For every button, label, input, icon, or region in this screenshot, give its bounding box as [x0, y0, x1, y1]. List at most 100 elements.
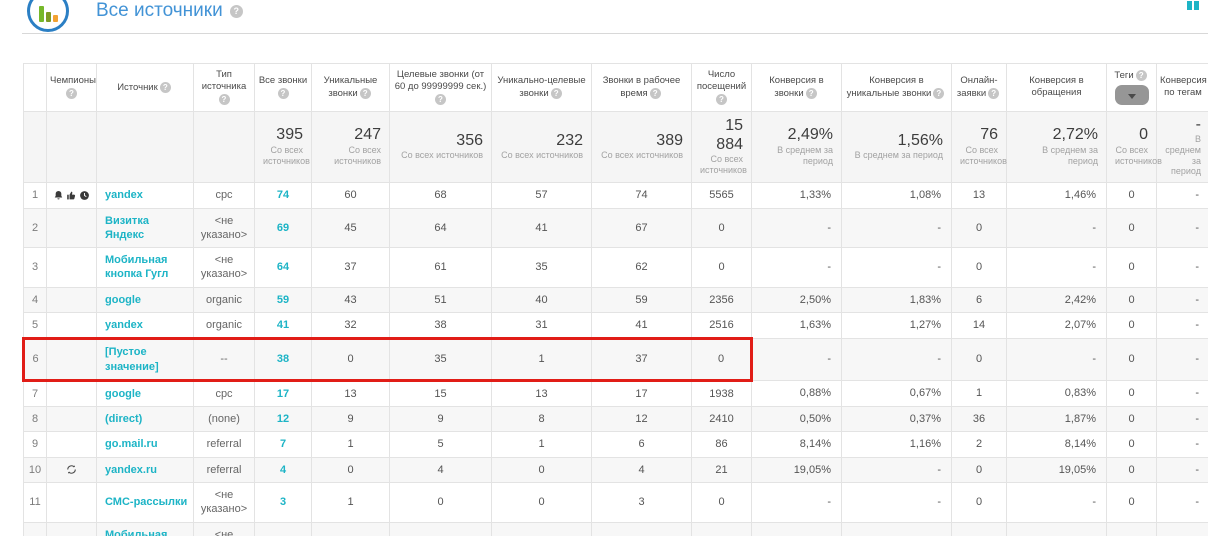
- source-link[interactable]: yandex: [105, 189, 143, 202]
- help-icon[interactable]: ?: [716, 93, 727, 105]
- cell-source: Мобильная кнопка Общая: [96, 521, 194, 536]
- total-online: 76 Со всех источников: [951, 110, 1007, 184]
- cell-all_calls[interactable]: 59: [254, 286, 312, 313]
- cell-all_calls[interactable]: 12: [254, 406, 312, 433]
- source-link[interactable]: СМС-рассылки: [105, 496, 188, 509]
- cell-conv_unique: 1,08%: [841, 182, 952, 209]
- col-header-unique_target: Уникально-целевые звонки?: [491, 63, 592, 112]
- help-icon[interactable]: ?: [277, 87, 289, 99]
- cell-champions: [46, 456, 97, 484]
- cell-tags: 0: [1106, 456, 1157, 484]
- cell-unique_calls: 32: [311, 311, 390, 340]
- help-icon[interactable]: ?: [988, 87, 1000, 99]
- help-icon[interactable]: ?: [933, 87, 945, 99]
- col-header-unique_calls: Уникальные звонки?: [311, 63, 390, 112]
- col-header-type: Тип источника?: [193, 63, 255, 112]
- cell-all_calls[interactable]: 4: [254, 456, 312, 484]
- cell-all_calls[interactable]: 17: [254, 379, 312, 408]
- cell-unique_calls: 37: [311, 247, 390, 288]
- cell-visits: 0: [691, 337, 753, 382]
- cell-tags: 0: [1106, 406, 1157, 433]
- cell-all_calls[interactable]: 74: [254, 182, 312, 209]
- total-num: [23, 110, 47, 184]
- cell-conv_tags: -: [1156, 406, 1208, 433]
- source-link[interactable]: (direct): [105, 413, 143, 426]
- help-icon[interactable]: ?: [1135, 70, 1147, 82]
- source-link[interactable]: yandex: [105, 318, 143, 331]
- table-row: 11 СМС-рассылки <не указано> 3 1 0 0 3 0- -0-0-: [23, 482, 1208, 523]
- cell-all_calls[interactable]: 69: [254, 207, 312, 249]
- cell-target_calls: 61: [389, 247, 492, 288]
- total-type: [193, 110, 255, 184]
- cell-visits: 2356: [691, 286, 752, 313]
- total-value: 2,72%: [1052, 126, 1098, 144]
- table-row: 3 Мобильная кнопка Гугл <не указано> 64 37 61…: [23, 247, 1208, 288]
- source-link[interactable]: [Пустое значение]: [105, 346, 159, 373]
- col-header-label: Онлайн-заявки: [956, 74, 998, 99]
- cell-visits: 86: [691, 431, 752, 458]
- total-caption: Со всех источников: [601, 150, 683, 161]
- source-link[interactable]: yandex.ru: [105, 463, 157, 476]
- cell-all_calls[interactable]: 3: [254, 482, 312, 523]
- source-link[interactable]: go.mail.ru: [105, 438, 158, 451]
- sync-icon: [65, 464, 78, 476]
- cell-all_calls[interactable]: 41: [254, 311, 312, 340]
- cell-type: <не указано>: [193, 521, 255, 536]
- total-caption: Со всех источников: [501, 150, 583, 161]
- source-link[interactable]: Мобильная кнопка Общая: [105, 528, 168, 536]
- help-icon[interactable]: ?: [66, 87, 77, 99]
- cell-type: <не указано>: [193, 207, 255, 249]
- total-visits: 15 884 Со всех источников: [691, 110, 752, 184]
- cell-type: (none): [193, 406, 255, 433]
- help-icon[interactable]: ?: [805, 87, 817, 99]
- help-icon[interactable]: ?: [649, 87, 661, 99]
- source-link[interactable]: Мобильная кнопка Гугл: [105, 254, 169, 281]
- cell-work_time: 41: [591, 311, 692, 340]
- col-header-label: Чемпионы: [50, 74, 96, 86]
- tags-filter-button[interactable]: [1114, 85, 1149, 106]
- cell-source: google: [96, 379, 194, 408]
- source-link[interactable]: google: [105, 293, 142, 306]
- cell-all_calls[interactable]: 2: [254, 521, 312, 536]
- total-caption: Со всех источников: [700, 154, 747, 175]
- cell-unique_calls: 1: [311, 431, 390, 458]
- bar-chart-icon: [27, 0, 69, 32]
- cell-online: 13: [951, 182, 1007, 209]
- help-icon[interactable]: ?: [229, 4, 243, 18]
- help-icon[interactable]: ?: [159, 81, 171, 93]
- help-icon[interactable]: ?: [550, 87, 562, 99]
- cell-conv_appeals: 2,07%: [1006, 311, 1107, 340]
- cell-all_calls[interactable]: 38: [254, 337, 312, 382]
- total-caption: В среднем за период: [854, 150, 943, 161]
- cell-target_calls: 64: [389, 207, 492, 249]
- cell-source: (direct): [96, 406, 194, 433]
- cell-conv_calls: -: [751, 338, 842, 381]
- help-icon[interactable]: ?: [435, 93, 446, 105]
- help-icon[interactable]: ?: [359, 87, 371, 99]
- cell-source: yandex.ru: [96, 456, 194, 484]
- col-header-label: Конверсия в уникальные звонки: [846, 74, 932, 99]
- cell-unique_calls: 0: [311, 337, 390, 382]
- col-header-label: Уникально-целевые звонки: [497, 74, 586, 99]
- col-header-work_time: Звонки в рабочее время?: [591, 63, 692, 112]
- source-link[interactable]: Визитка Яндекс: [105, 214, 149, 241]
- cell-work_time: 59: [591, 286, 692, 313]
- col-header-label: Целевые звонки (от 60 до 99999999 сек.): [394, 69, 487, 92]
- cell-conv_unique: 1,16%: [841, 431, 952, 458]
- cell-all_calls[interactable]: 64: [254, 247, 312, 288]
- total-caption: Со всех источников: [263, 144, 310, 166]
- total-caption: В среднем за период: [777, 144, 833, 166]
- cell-all_calls[interactable]: 7: [254, 431, 312, 458]
- cell-unique_calls: 1: [311, 482, 390, 523]
- table-row: 7 google cpc 17 13 15 13 17 1938 0,88% 0,67% 1 0,83%…: [23, 379, 1208, 408]
- cell-num: 4: [23, 286, 47, 313]
- cell-work_time: 2: [591, 521, 692, 536]
- source-link[interactable]: google: [105, 387, 142, 400]
- expand-icon[interactable]: [1185, 0, 1199, 15]
- help-icon[interactable]: ?: [218, 93, 230, 105]
- col-header-label: Источник: [117, 81, 158, 93]
- total-tags: 0 Со всех источников: [1106, 110, 1162, 184]
- cell-target_calls: 1: [389, 521, 492, 536]
- cell-conv_unique: -: [841, 338, 952, 381]
